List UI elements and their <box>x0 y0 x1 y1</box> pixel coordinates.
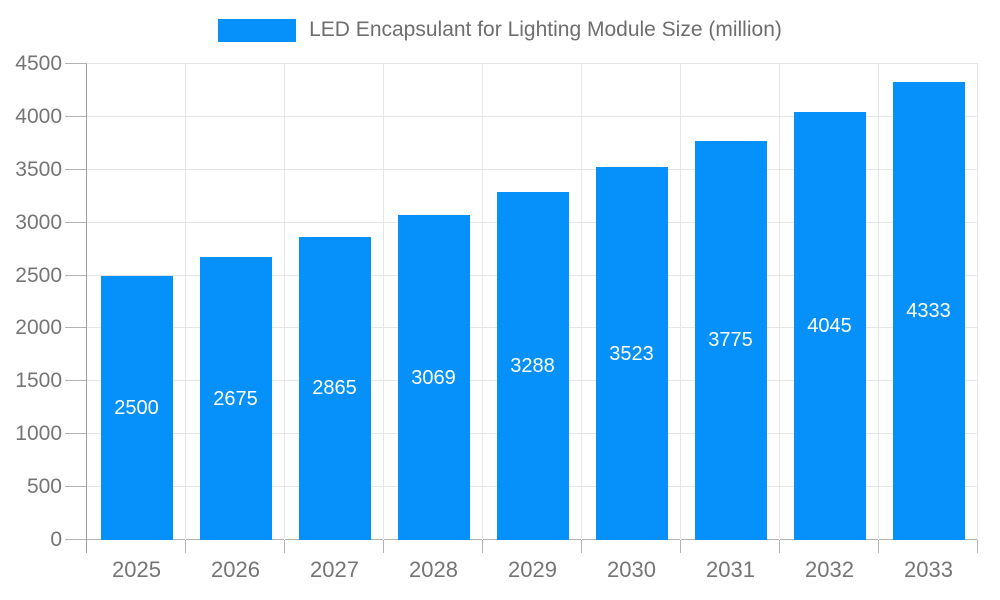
y-tick <box>65 115 87 117</box>
legend-label: LED Encapsulant for Lighting Module Size… <box>309 18 782 41</box>
x-axis-tick-label: 2031 <box>706 557 755 582</box>
x-gridline <box>482 64 483 540</box>
x-tick <box>284 540 285 553</box>
y-gridline <box>87 63 978 64</box>
y-axis-tick-label: 3500 <box>15 157 62 181</box>
y-tick <box>65 168 87 170</box>
legend-swatch <box>218 18 297 42</box>
bar-value-label: 4045 <box>807 315 852 338</box>
x-gridline <box>284 64 285 540</box>
x-tick <box>482 540 483 553</box>
bar-2028[interactable] <box>397 215 470 540</box>
bar-value-label: 4333 <box>906 299 951 322</box>
y-gridline <box>87 168 978 170</box>
bar-2029[interactable] <box>496 192 569 540</box>
x-tick <box>977 540 978 553</box>
y-axis-tick-label: 2000 <box>15 316 62 340</box>
y-axis-tick-label: 2500 <box>15 263 62 287</box>
y-axis-tick-label: 4000 <box>15 104 62 128</box>
x-tick <box>680 540 681 553</box>
x-gridline <box>878 64 879 540</box>
x-tick <box>779 540 780 553</box>
y-axis-tick-label: 1000 <box>15 422 62 446</box>
x-gridline <box>680 64 681 540</box>
bar-value-label: 3523 <box>609 342 654 365</box>
y-tick <box>65 433 87 435</box>
x-axis-tick-label: 2026 <box>211 557 260 582</box>
x-tick <box>878 540 879 553</box>
x-gridline <box>779 64 780 540</box>
y-axis-tick-label: 3000 <box>15 210 62 234</box>
x-gridline <box>581 64 582 540</box>
bar-value-label: 2675 <box>213 387 258 410</box>
bar-value-label: 2865 <box>312 377 357 400</box>
y-axis-tick-label: 1500 <box>15 369 62 393</box>
bar-value-label: 3069 <box>411 366 456 389</box>
y-tick <box>65 486 87 488</box>
x-gridline <box>185 64 186 540</box>
y-axis-line <box>86 64 87 553</box>
y-tick <box>65 327 87 329</box>
y-axis-tick-label: 500 <box>26 475 62 499</box>
y-tick <box>65 380 87 382</box>
x-axis-tick-label: 2029 <box>508 557 557 582</box>
x-gridline <box>977 64 978 540</box>
y-tick <box>65 274 87 276</box>
y-axis-tick-label: 4500 <box>15 52 62 75</box>
x-tick <box>185 540 186 553</box>
x-axis-tick-label: 2032 <box>805 557 854 582</box>
x-axis-tick-label: 2025 <box>112 557 161 582</box>
bar-2032[interactable] <box>793 112 866 540</box>
bar-2031[interactable] <box>694 140 767 540</box>
y-gridline <box>87 115 978 117</box>
y-axis-tick-label: 0 <box>50 528 62 551</box>
y-tick <box>65 63 87 64</box>
x-axis-tick-label: 2027 <box>310 557 359 582</box>
bar-2026[interactable] <box>199 257 272 540</box>
bar-value-label: 3775 <box>708 329 753 352</box>
x-axis-tick-label: 2030 <box>607 557 656 582</box>
x-axis-tick-label: 2028 <box>409 557 458 582</box>
y-tick <box>65 539 87 540</box>
bar-value-label: 3288 <box>510 355 555 378</box>
bar-2030[interactable] <box>595 167 668 540</box>
bar-2025[interactable] <box>100 275 173 540</box>
bar-2033[interactable] <box>892 81 965 540</box>
x-tick <box>581 540 582 553</box>
legend[interactable]: LED Encapsulant for Lighting Module Size… <box>0 16 1000 44</box>
bar-2027[interactable] <box>298 236 371 540</box>
x-axis-tick-label: 2033 <box>904 557 953 582</box>
y-tick <box>65 221 87 223</box>
x-gridline <box>383 64 384 540</box>
bar-value-label: 2500 <box>114 396 159 419</box>
x-tick <box>383 540 384 553</box>
